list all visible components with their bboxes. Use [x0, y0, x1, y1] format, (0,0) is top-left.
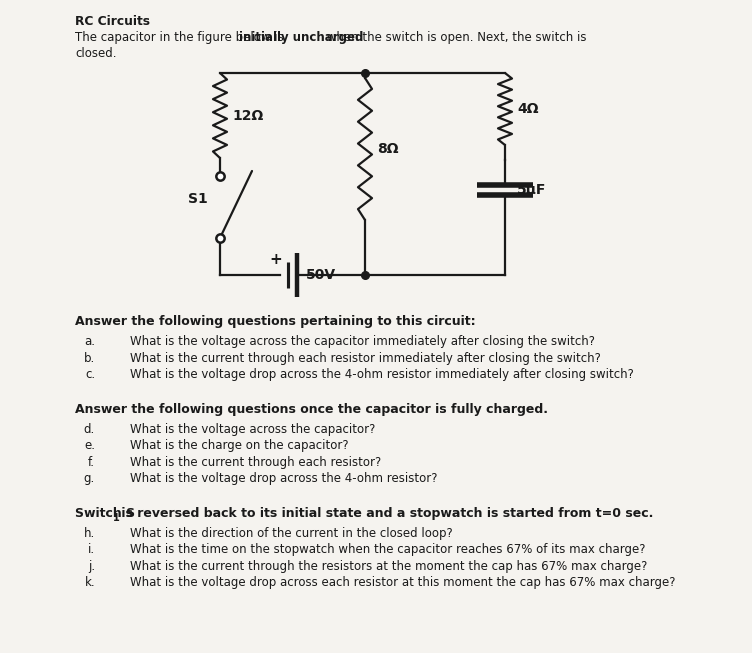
Text: RC Circuits: RC Circuits — [75, 15, 150, 28]
Text: What is the voltage drop across the 4-ohm resistor?: What is the voltage drop across the 4-oh… — [130, 472, 438, 485]
Text: 5μF: 5μF — [517, 183, 547, 197]
Text: is reversed back to its initial state and a stopwatch is started from t=0 sec.: is reversed back to its initial state an… — [117, 507, 653, 520]
Text: What is the charge on the capacitor?: What is the charge on the capacitor? — [130, 439, 349, 452]
Text: j.: j. — [88, 560, 95, 573]
Text: f.: f. — [88, 456, 95, 468]
Text: What is the current through the resistors at the moment the cap has 67% max char: What is the current through the resistor… — [130, 560, 647, 573]
Text: 12Ω: 12Ω — [232, 108, 263, 123]
Text: h.: h. — [83, 526, 95, 539]
Text: initially uncharged: initially uncharged — [238, 31, 363, 44]
Text: 1: 1 — [113, 513, 119, 522]
Text: What is the current through each resistor?: What is the current through each resisto… — [130, 456, 381, 468]
Text: What is the current through each resistor immediately after closing the switch?: What is the current through each resisto… — [130, 351, 601, 364]
Text: What is the direction of the current in the closed loop?: What is the direction of the current in … — [130, 526, 453, 539]
Text: What is the voltage across the capacitor?: What is the voltage across the capacitor… — [130, 422, 375, 436]
Text: c.: c. — [85, 368, 95, 381]
Text: i.: i. — [88, 543, 95, 556]
Text: What is the voltage drop across the 4-ohm resistor immediately after closing swi: What is the voltage drop across the 4-oh… — [130, 368, 634, 381]
Text: Answer the following questions pertaining to this circuit:: Answer the following questions pertainin… — [75, 315, 475, 328]
Text: 4Ω: 4Ω — [517, 102, 538, 116]
Text: e.: e. — [84, 439, 95, 452]
Text: g.: g. — [83, 472, 95, 485]
Text: 50V: 50V — [305, 268, 335, 282]
Text: Switch S: Switch S — [75, 507, 135, 520]
Text: S1: S1 — [188, 192, 208, 206]
Text: The capacitor in the figure below is: The capacitor in the figure below is — [75, 31, 287, 44]
Text: k.: k. — [84, 576, 95, 589]
Text: closed.: closed. — [75, 46, 117, 59]
Text: What is the voltage drop across each resistor at this moment the cap has 67% max: What is the voltage drop across each res… — [130, 576, 675, 589]
Text: What is the time on the stopwatch when the capacitor reaches 67% of its max char: What is the time on the stopwatch when t… — [130, 543, 645, 556]
Text: when the switch is open. Next, the switch is: when the switch is open. Next, the switc… — [323, 31, 586, 44]
Text: d.: d. — [83, 422, 95, 436]
Text: What is the voltage across the capacitor immediately after closing the switch?: What is the voltage across the capacitor… — [130, 335, 595, 348]
Text: 8Ω: 8Ω — [377, 142, 399, 156]
Text: Answer the following questions once the capacitor is fully charged.: Answer the following questions once the … — [75, 402, 548, 415]
Text: b.: b. — [83, 351, 95, 364]
Text: a.: a. — [84, 335, 95, 348]
Text: +: + — [269, 252, 282, 267]
